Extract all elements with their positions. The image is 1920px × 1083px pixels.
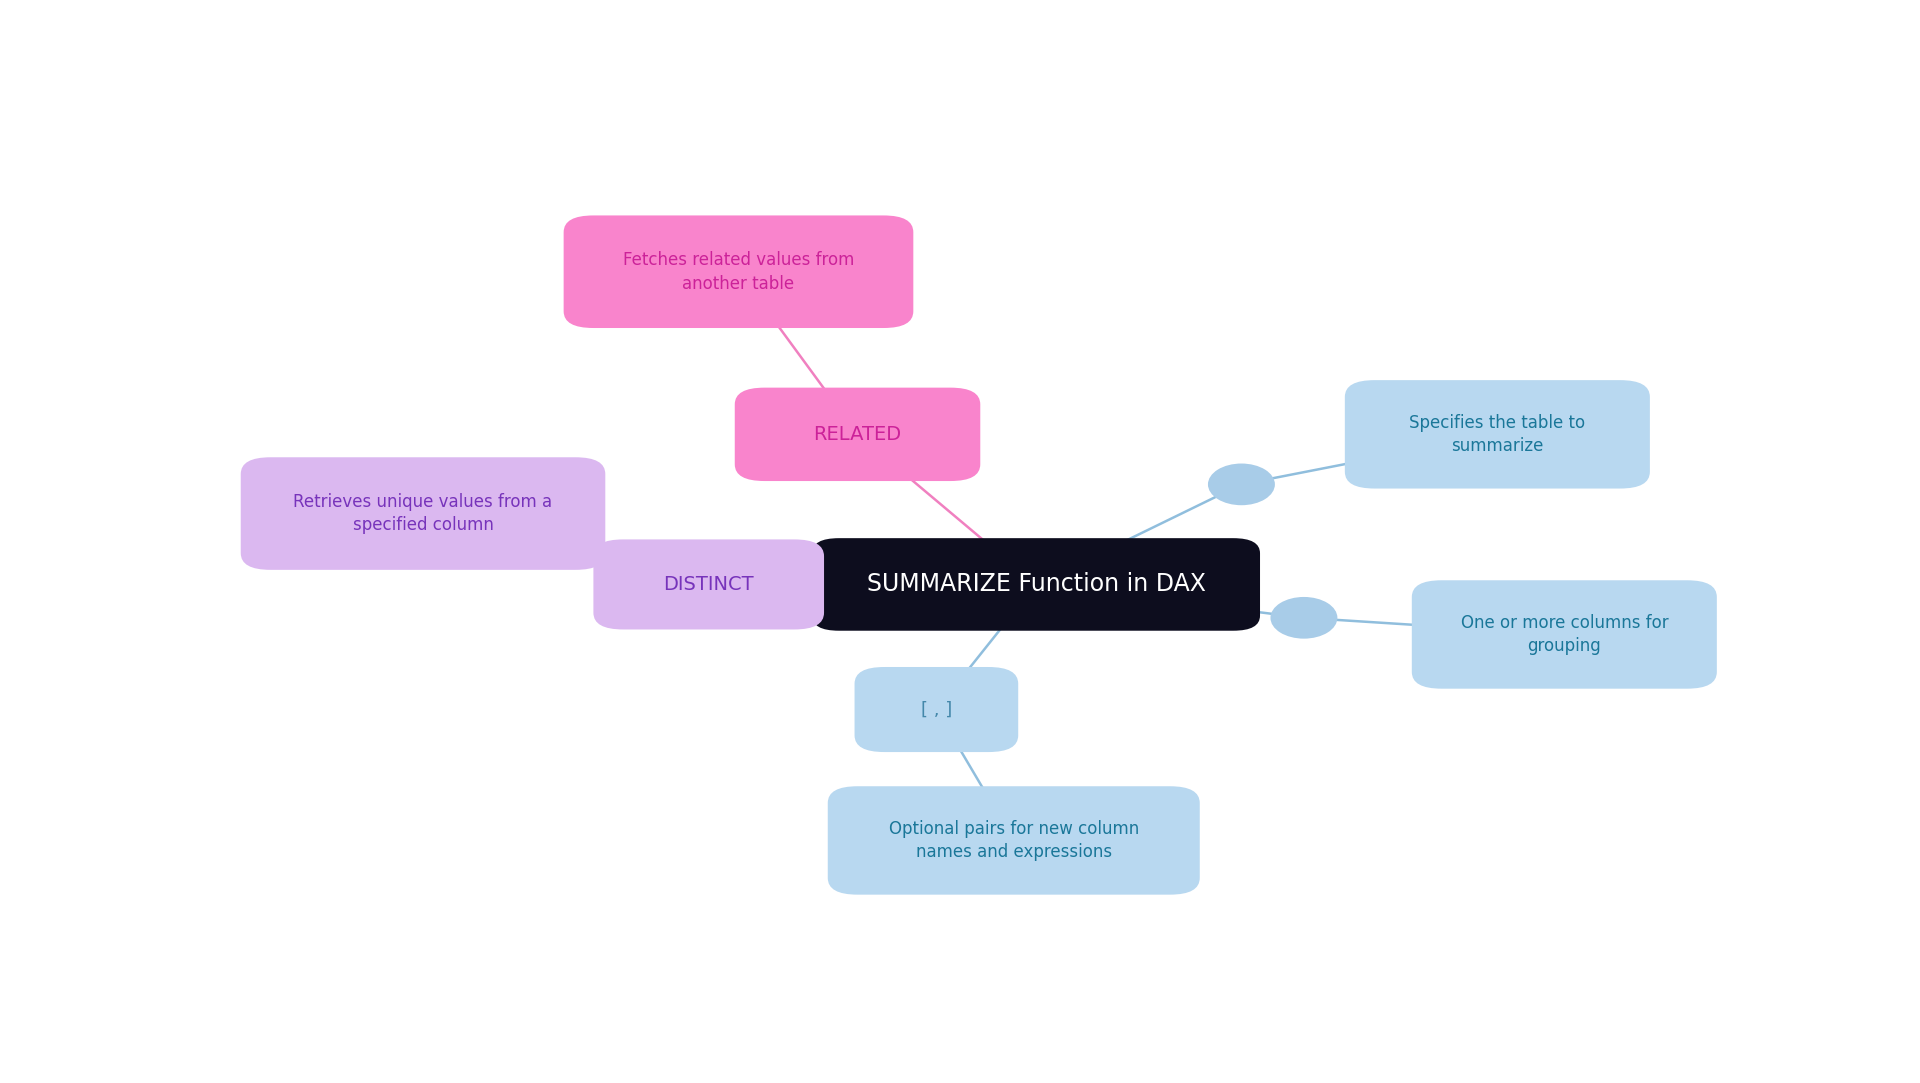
Text: Optional pairs for new column
names and expressions: Optional pairs for new column names and … <box>889 820 1139 861</box>
Text: Specifies the table to
summarize: Specifies the table to summarize <box>1409 414 1586 455</box>
FancyBboxPatch shape <box>564 216 914 328</box>
Text: One or more columns for
grouping: One or more columns for grouping <box>1461 614 1668 655</box>
FancyBboxPatch shape <box>240 457 605 570</box>
FancyBboxPatch shape <box>735 388 981 481</box>
FancyBboxPatch shape <box>828 786 1200 895</box>
Text: RELATED: RELATED <box>814 425 902 444</box>
Ellipse shape <box>1271 597 1338 639</box>
FancyBboxPatch shape <box>593 539 824 629</box>
Text: DISTINCT: DISTINCT <box>664 575 755 593</box>
Ellipse shape <box>1208 464 1275 506</box>
Text: Fetches related values from
another table: Fetches related values from another tabl… <box>622 251 854 292</box>
Text: [ , ]: [ , ] <box>922 701 952 718</box>
FancyBboxPatch shape <box>854 667 1018 752</box>
FancyBboxPatch shape <box>812 538 1260 630</box>
Text: SUMMARIZE Function in DAX: SUMMARIZE Function in DAX <box>866 573 1206 597</box>
FancyBboxPatch shape <box>1344 380 1649 488</box>
Text: Retrieves unique values from a
specified column: Retrieves unique values from a specified… <box>294 493 553 534</box>
FancyBboxPatch shape <box>1411 580 1716 689</box>
